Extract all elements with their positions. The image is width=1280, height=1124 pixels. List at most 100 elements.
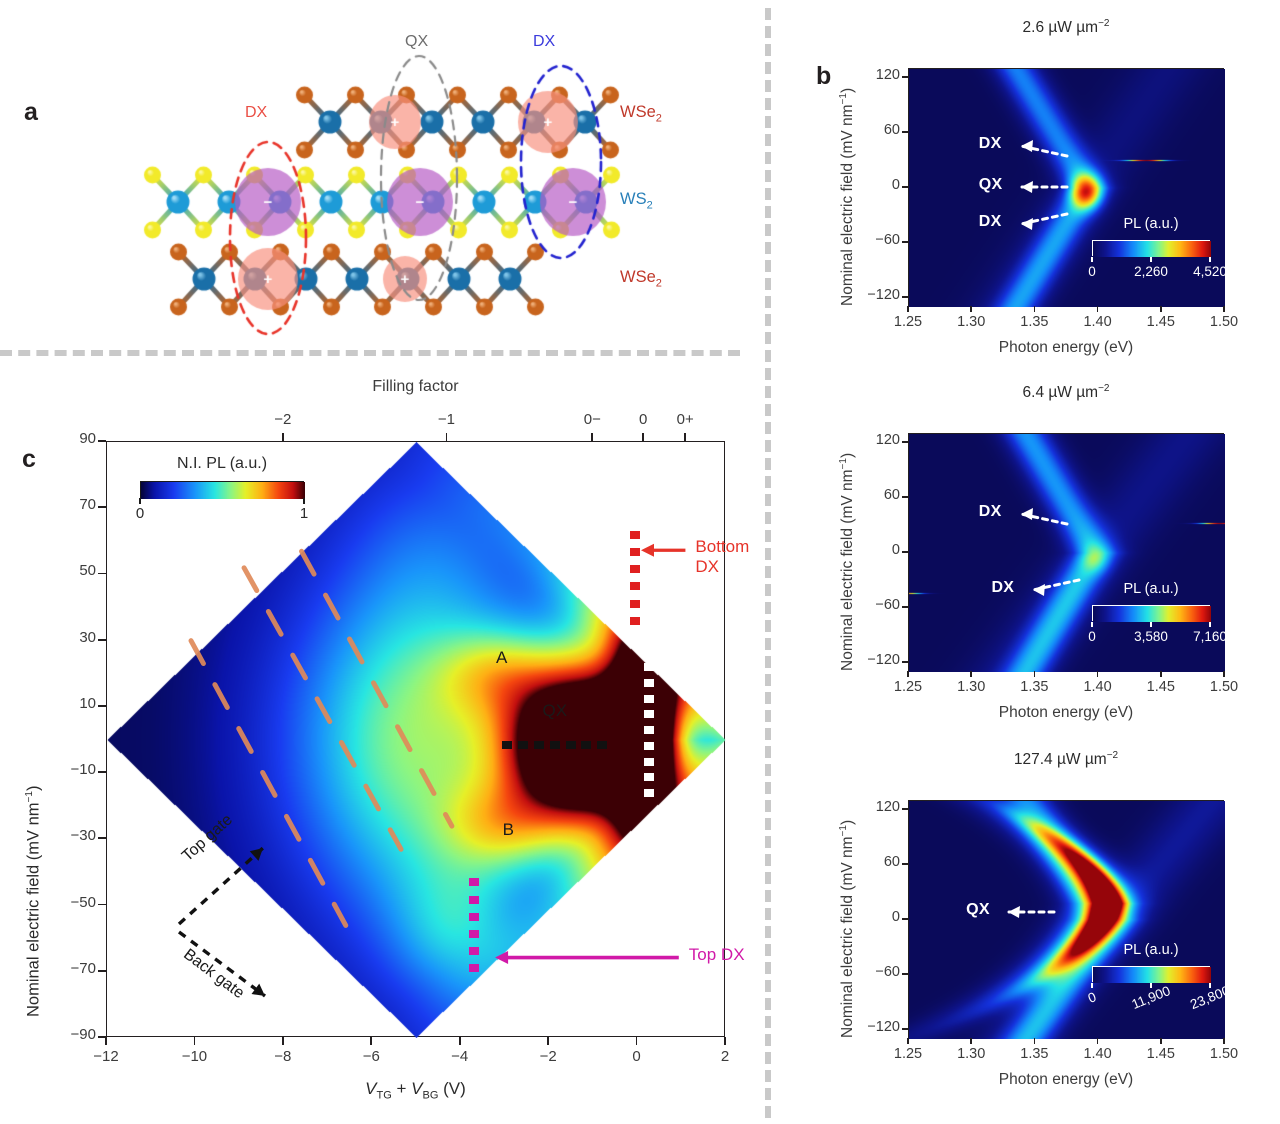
b2-colorbar-tick [1091,983,1093,988]
panel-c-ytick-label: 30 [79,628,96,646]
panel-c-ytick-label: −90 [70,1026,96,1043]
material-label-wse2-top: WSe2 [620,103,662,125]
panel-c-xtick-label: −12 [93,1048,119,1065]
panel-c-xtick-mark [724,1037,726,1045]
b1-xaxis-label: Photon energy (eV) [998,704,1134,721]
b1-xtick-label: 1.25 [893,679,923,695]
qx-dotted-horizontal-dash [581,740,592,749]
material-label-wse2-bottom: WSe2 [620,268,662,290]
b0-annotation-arrow-0 [1019,139,1069,158]
panel-c-ytick-mark [98,1036,106,1038]
b0-ytick-mark [902,186,908,188]
panel-c-xtick-label: −10 [181,1048,208,1065]
bottom-dx-dotted-dash [630,565,641,574]
b1-colorbar-label: 3,580 [1134,629,1168,644]
b2-ytick-label: 60 [883,854,900,871]
b1-xtick-label: 1.50 [1209,679,1239,695]
b2-colorbar-tick [1209,983,1211,988]
b1-colorbar-label: 0 [1088,629,1096,644]
b1-colorbar-tick [1091,622,1093,627]
bottom-dx-dotted-dash [630,599,641,608]
b0-ytick-mark [902,131,908,133]
b0-ytick-label: 60 [883,122,900,139]
panel-c-ytick-label: 70 [79,496,96,514]
b1-ytick-label: 120 [875,432,900,449]
b0-colorbar-tick [1091,257,1093,262]
top-dx-dotted-dash [468,930,479,939]
panel-c-colorbar-label: 0 [135,505,145,522]
b1-ytick-label: 0 [891,542,900,558]
b1-xtick-mark [1160,671,1162,677]
b1-xtick-mark [1033,671,1036,677]
panel-c-ytick-mark [98,771,106,773]
b2-ytick-label: 0 [891,909,900,925]
top-dx-dotted-dash [468,895,479,904]
b1-colorbar-title: PL (a.u.) [1123,581,1179,597]
panel-c-ytick-label: 10 [79,694,96,712]
b1-xtick-mark [907,671,909,677]
qx-dotted-horizontal-dash [597,740,608,749]
panel-c-ytick-mark [98,638,106,641]
b0-colorbar-tick [1150,257,1152,262]
panel-c-top-tick-label: 0+ [676,411,694,428]
b0-ytick-label: 0 [891,177,900,193]
panel-c-ytick-label: 90 [79,430,96,447]
b1-ytick-mark [902,661,908,663]
panel-c-ytick-label: 50 [79,562,96,580]
b0-annotation-qx-1: QX [978,176,1003,193]
b0-ytick-mark [902,296,908,298]
b2-ytick-mark [902,918,908,920]
right-edge-dotted-dash [643,694,654,703]
b1-ytick-mark [902,441,908,443]
b1-ytick-label: −60 [875,596,900,613]
panel-c-xtick-label: −4 [451,1048,469,1065]
panel-c-colorbar-title: N.I. PL (a.u.) [176,455,268,472]
b1-xtick-mark [1223,671,1225,677]
b2-xtick-mark [970,1038,972,1044]
b2-xtick-mark [907,1038,909,1044]
panel-c-ytick-mark [98,903,106,906]
right-edge-dotted-dash [643,773,654,782]
b2-xtick-label: 1.40 [1083,1046,1112,1062]
panel-c-top-tick-mark [281,433,284,441]
top-dx-dotted-dash [468,964,479,973]
b0-colorbar-label: 0 [1088,264,1096,279]
b2-xtick-label: 1.50 [1209,1046,1239,1062]
lattice-diagram [0,0,748,348]
pl-colormap-1 [908,433,1225,672]
panel-c-top-tick-label: −1 [437,411,455,428]
qx-dotted-horizontal-dash [533,740,544,749]
b1-colorbar-label: 7,160 [1193,629,1227,644]
b2-colorbar-title: PL (a.u.) [1123,942,1179,958]
b0-ytick-label: −120 [867,286,900,303]
b0-yaxis-label: Nominal electric field (mV nm−1) [838,87,857,306]
b0-colorbar-tick [1209,257,1211,262]
b0-ytick-mark [902,241,908,243]
b2-ytick-label: 120 [875,799,900,816]
b2-annotation-qx-0: QX [966,900,990,918]
panel-c-xtick-label: −8 [274,1048,292,1065]
b2-ytick-label: −120 [867,1018,900,1035]
annotation-top-dx-label: Top DX [688,944,745,964]
panel-c: c A B QX −12 −10 −8 −6 −4 −2 0 2 90 70 50 30 10 −10 −30 −5… [0,360,760,1124]
b2-ytick-label: −60 [875,963,900,980]
b1-ytick-label: 60 [883,487,900,504]
panel-c-xtick-mark [458,1037,461,1045]
subplot-title-2: 127.4 µW µm−2 [1013,750,1119,769]
b0-xtick-mark [907,306,909,312]
b2-colorbar-tick [1150,983,1152,988]
annotation-bottom-dx-label: Bottom DX [695,537,750,577]
panel-c-xtick-mark [281,1037,284,1045]
panel-c-top-tick-label: 0 [639,411,648,428]
b0-colorbar-label: 4,520 [1193,264,1227,279]
right-edge-dotted-dash [643,726,654,735]
qx-dotted-horizontal-dash [502,740,513,749]
panel-c-top-tick-label: 0− [583,411,601,428]
b2-xtick-mark [1033,1038,1036,1044]
panel-c-top-tick-mark [591,433,594,441]
b1-annotation-arrow-0 [1019,507,1069,526]
panel-divider-vertical [765,8,771,1118]
panel-c-ytick-label: −10 [70,761,96,779]
panel-c-xtick-label: −2 [539,1048,557,1065]
panel-c-ytick-label: −30 [70,827,96,845]
